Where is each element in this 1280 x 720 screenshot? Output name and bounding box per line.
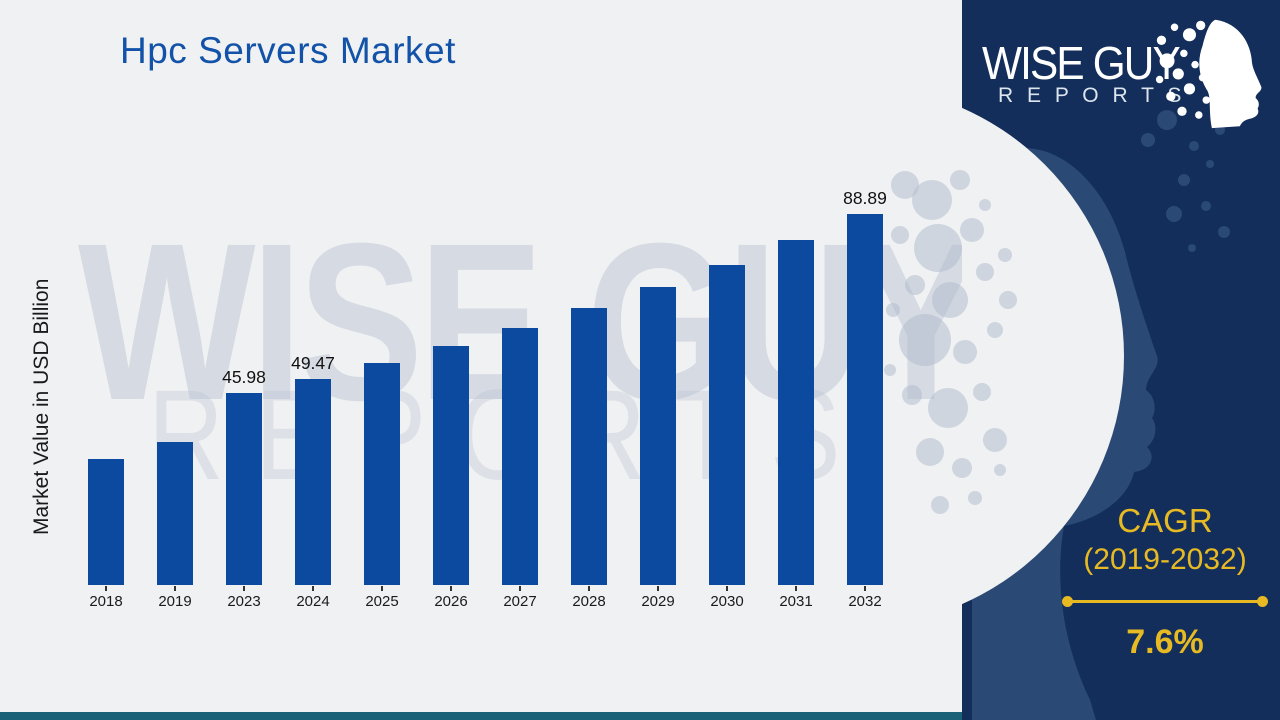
x-axis-tick-2029 bbox=[657, 586, 659, 591]
x-axis-label-2027: 2027 bbox=[503, 593, 537, 610]
bar-2027 bbox=[502, 328, 538, 585]
wise-guy-reports-logo: WISE GUY R E P O R T S bbox=[962, 0, 1280, 140]
x-axis-label-2030: 2030 bbox=[710, 593, 744, 610]
x-axis-label-2029: 2029 bbox=[641, 593, 675, 610]
bar-2019 bbox=[157, 442, 193, 585]
x-axis-label-2028: 2028 bbox=[572, 593, 606, 610]
bar-2028 bbox=[571, 308, 607, 585]
x-axis-tick-2028 bbox=[588, 586, 590, 591]
logo-wiseguy-text: WISE GUY bbox=[982, 37, 1181, 89]
bar-value-label-2024: 49.47 bbox=[291, 353, 335, 373]
x-axis-tick-2023 bbox=[243, 586, 245, 591]
bar-2032 bbox=[847, 214, 883, 585]
cagr-divider-line bbox=[1062, 595, 1268, 607]
x-axis-tick-2032 bbox=[864, 586, 866, 591]
x-axis-tick-2031 bbox=[795, 586, 797, 591]
bar-2018 bbox=[88, 459, 124, 585]
bar-2024 bbox=[295, 379, 331, 585]
bar-2029 bbox=[640, 287, 676, 585]
watermark-wiseguy-text: WISE GUY bbox=[78, 197, 984, 447]
bar-2026 bbox=[433, 346, 469, 585]
logo-face-profile-icon bbox=[1155, 19, 1262, 129]
line-endpoint-dot bbox=[1062, 595, 1073, 607]
x-axis-label-2032: 2032 bbox=[848, 593, 882, 610]
cagr-block: CAGR (2019-2032) 7.6% bbox=[1062, 502, 1268, 662]
x-axis-tick-2024 bbox=[312, 586, 314, 591]
bar-2025 bbox=[364, 363, 400, 585]
footer-accent-strip bbox=[0, 712, 962, 720]
x-axis-label-2031: 2031 bbox=[779, 593, 813, 610]
x-axis-tick-2018 bbox=[105, 586, 107, 591]
cagr-value: 7.6% bbox=[1126, 622, 1204, 661]
cagr-range: (2019-2032) bbox=[1083, 542, 1247, 576]
bar-value-label-2023: 45.98 bbox=[222, 367, 266, 387]
x-axis-label-2025: 2025 bbox=[365, 593, 399, 610]
page-title: Hpc Servers Market bbox=[120, 30, 456, 71]
brand-panel: WISE GUY R E P O R T S CAGR (2019-2032) bbox=[962, 0, 1280, 720]
x-axis-label-2018: 2018 bbox=[89, 593, 123, 610]
x-axis-tick-2026 bbox=[450, 586, 452, 591]
cagr-heading: CAGR bbox=[1117, 502, 1213, 539]
x-axis-label-2026: 2026 bbox=[434, 593, 468, 610]
y-axis-label: Market Value in USD Billion bbox=[30, 278, 53, 536]
logo-reports-text: R E P O R T S bbox=[998, 84, 1186, 107]
watermark-reports-text: REPORTS bbox=[148, 364, 872, 507]
x-axis-label-2019: 2019 bbox=[158, 593, 192, 610]
bar-2030 bbox=[709, 265, 745, 585]
x-axis-label-2023: 2023 bbox=[227, 593, 261, 610]
x-axis-tick-2025 bbox=[381, 586, 383, 591]
bar-2031 bbox=[778, 240, 814, 585]
x-axis-tick-2030 bbox=[726, 586, 728, 591]
x-axis-tick-2019 bbox=[174, 586, 176, 591]
line-endpoint-dot bbox=[1257, 595, 1268, 607]
bar-2023 bbox=[226, 393, 262, 585]
x-axis-label-2024: 2024 bbox=[296, 593, 330, 610]
bar-value-label-2032: 88.89 bbox=[843, 188, 887, 208]
x-axis-tick-2027 bbox=[519, 586, 521, 591]
